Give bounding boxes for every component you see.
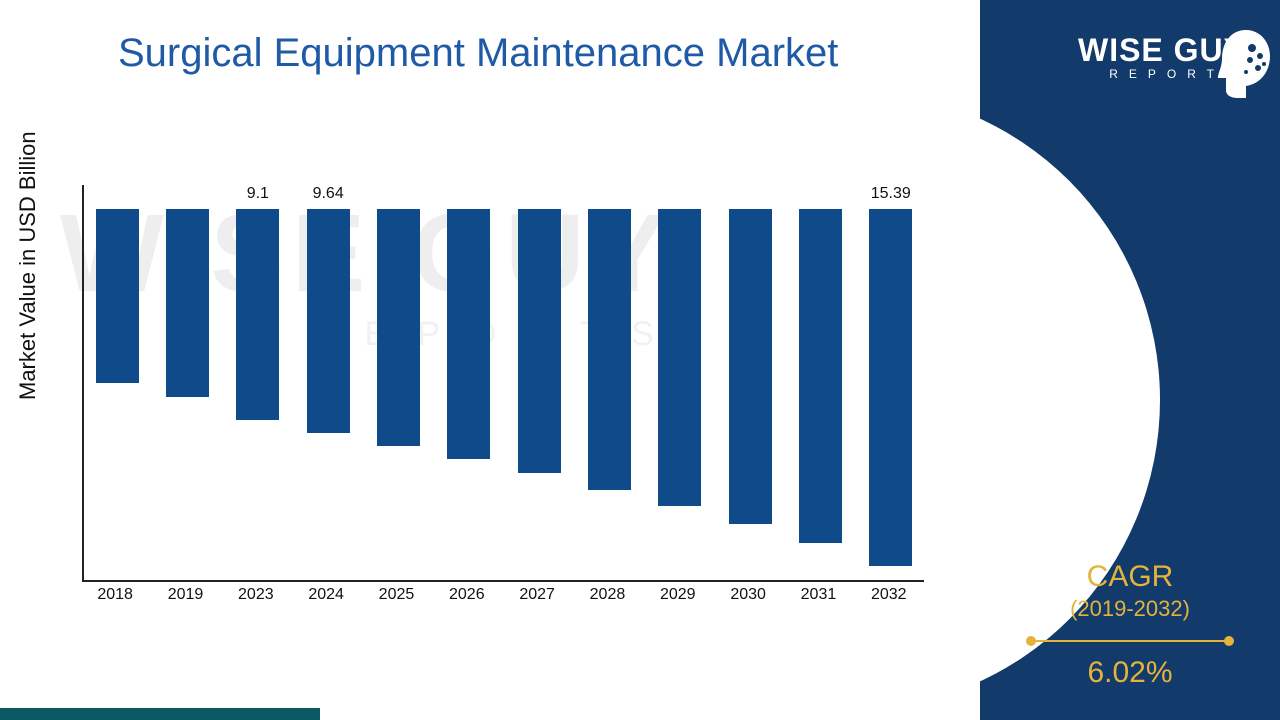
x-axis-labels: 2018 2019 2023 2024 2025 2026 2027 2028 2029 2030… [82, 586, 922, 604]
bar [236, 209, 279, 420]
bar-value-label: 9.64 [313, 185, 344, 205]
x-axis-tick-label: 2028 [582, 586, 632, 604]
bar [729, 209, 772, 524]
bottom-strip [0, 708, 320, 720]
chart-plot-area: 9.1 9.64 15.39 [82, 185, 924, 582]
bar-wrap [514, 185, 564, 580]
x-axis-tick-label: 2032 [864, 586, 914, 604]
bar-value-label: 15.39 [871, 185, 911, 205]
bar [588, 209, 631, 490]
bar-wrap [725, 185, 775, 580]
bar-wrap: 15.39 [866, 185, 916, 580]
cagr-value: 6.02% [980, 656, 1280, 690]
bar [96, 209, 139, 383]
bar-wrap [92, 185, 142, 580]
x-axis-tick-label: 2018 [90, 586, 140, 604]
x-axis-tick-label: 2031 [793, 586, 843, 604]
bar [166, 209, 209, 397]
y-axis-label: Market Value in USD Billion [15, 131, 41, 400]
x-axis-tick-label: 2030 [723, 586, 773, 604]
bar-wrap [795, 185, 845, 580]
bar [447, 209, 490, 459]
bar-wrap [584, 185, 634, 580]
bar-wrap [444, 185, 494, 580]
chart-title: Surgical Equipment Maintenance Market [118, 30, 878, 77]
x-axis-tick-label: 2025 [371, 586, 421, 604]
x-axis-tick-label: 2023 [231, 586, 281, 604]
bar [377, 209, 420, 446]
bar-wrap [162, 185, 212, 580]
cagr-block: CAGR (2019-2032) 6.02% [980, 560, 1280, 690]
bars-container: 9.1 9.64 15.39 [84, 185, 924, 580]
x-axis-tick-label: 2027 [512, 586, 562, 604]
x-axis-tick-label: 2019 [160, 586, 210, 604]
head-icon [1216, 28, 1276, 100]
bar [307, 209, 350, 433]
bar [869, 209, 912, 566]
cagr-divider [1030, 640, 1230, 642]
page-root: WISE GUY REPORTS Surgical Equipment Main… [0, 0, 1280, 720]
bar-wrap: 9.64 [303, 185, 353, 580]
bar-value-label: 9.1 [247, 185, 269, 205]
cagr-range: (2019-2032) [980, 596, 1280, 622]
x-axis-tick-label: 2026 [442, 586, 492, 604]
bar-wrap [655, 185, 705, 580]
bar [799, 209, 842, 543]
bar-wrap: 9.1 [233, 185, 283, 580]
bar [518, 209, 561, 473]
x-axis-tick-label: 2029 [653, 586, 703, 604]
x-axis-tick-label: 2024 [301, 586, 351, 604]
bar-wrap [373, 185, 423, 580]
cagr-title: CAGR [980, 560, 1280, 594]
bar [658, 209, 701, 506]
